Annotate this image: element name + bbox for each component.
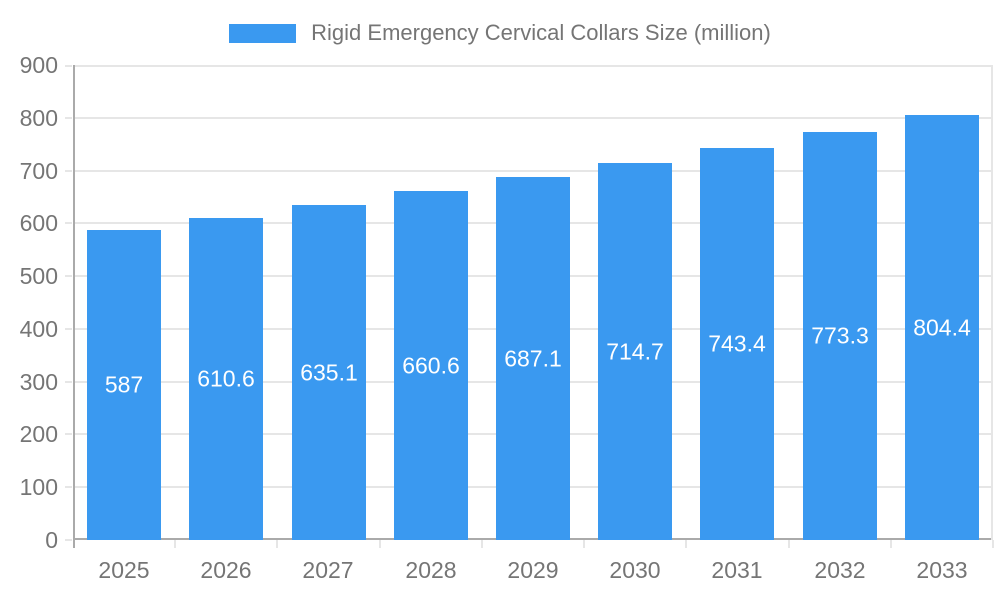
bar-2033[interactable]: 804.4 bbox=[905, 115, 979, 540]
y-axis-tick-label: 500 bbox=[19, 263, 58, 289]
bar-2028[interactable]: 660.6 bbox=[394, 191, 468, 540]
x-axis-tick-label: 2029 bbox=[507, 557, 559, 583]
y-axis-tick-label: 400 bbox=[19, 316, 58, 342]
y-axis-tick-label: 700 bbox=[19, 158, 58, 184]
bar-2029[interactable]: 687.1 bbox=[496, 177, 570, 540]
x-axis-tick bbox=[276, 540, 278, 548]
legend[interactable]: Rigid Emergency Cervical Collars Size (m… bbox=[0, 21, 1000, 45]
gridline bbox=[73, 170, 993, 172]
x-axis-tick-label: 2027 bbox=[302, 557, 354, 583]
bar-2032[interactable]: 773.3 bbox=[803, 132, 877, 540]
gridline bbox=[73, 65, 993, 67]
x-axis-tick bbox=[992, 540, 994, 548]
bar-value-label: 773.3 bbox=[811, 322, 869, 349]
bar-value-label: 587 bbox=[104, 371, 144, 398]
x-axis-tick-label: 2033 bbox=[916, 557, 968, 583]
y-axis-tick bbox=[65, 539, 72, 541]
x-axis-tick-label: 2030 bbox=[609, 557, 661, 583]
y-axis-line bbox=[73, 65, 75, 548]
y-axis-tick-label: 600 bbox=[19, 210, 58, 236]
gridline bbox=[73, 117, 993, 119]
y-axis-tick-label: 300 bbox=[19, 369, 58, 395]
x-axis-tick-label: 2031 bbox=[711, 557, 763, 583]
y-axis-tick-label: 100 bbox=[19, 474, 58, 500]
x-axis-tick-label: 2025 bbox=[98, 557, 150, 583]
bar-value-label: 714.7 bbox=[606, 338, 664, 364]
x-axis-tick-label: 2032 bbox=[814, 557, 866, 583]
y-axis-tick bbox=[65, 486, 72, 488]
bar-value-label: 660.6 bbox=[402, 352, 460, 378]
x-axis-tick bbox=[788, 540, 790, 548]
x-axis-tick bbox=[481, 540, 483, 548]
y-axis-tick bbox=[65, 328, 72, 330]
y-axis-tick bbox=[65, 170, 72, 172]
bar-2026[interactable]: 610.6 bbox=[189, 218, 263, 540]
plot-area: 587 610.6 635.1 660.6 687.1 714.7 743.4 773.3 80… bbox=[65, 65, 994, 548]
y-axis-tick bbox=[65, 381, 72, 383]
x-axis-tick bbox=[890, 540, 892, 548]
y-axis-tick bbox=[65, 222, 72, 224]
y-axis-labels: 0 100 200 300 400 500 600 700 800 900 bbox=[0, 52, 58, 553]
bar-2027[interactable]: 635.1 bbox=[292, 205, 366, 540]
bar-2030[interactable]: 714.7 bbox=[598, 163, 672, 540]
legend-series-label: Rigid Emergency Cervical Collars Size (m… bbox=[311, 20, 771, 45]
x-axis-tick-label: 2028 bbox=[405, 557, 457, 583]
bar-value-label: 610.6 bbox=[197, 365, 255, 392]
x-axis-tick bbox=[583, 540, 585, 548]
x-axis-tick-label: 2026 bbox=[200, 557, 252, 583]
y-axis-tick bbox=[65, 275, 72, 277]
legend-swatch bbox=[229, 23, 297, 43]
y-axis-tick bbox=[65, 433, 72, 435]
x-axis-tick bbox=[685, 540, 687, 548]
bar-2025[interactable]: 587 bbox=[87, 230, 161, 540]
y-axis-tick-label: 800 bbox=[19, 105, 58, 131]
y-axis-tick-label: 0 bbox=[45, 527, 58, 553]
y-axis-tick bbox=[65, 117, 72, 119]
x-axis-tick bbox=[174, 540, 176, 548]
y-axis-tick-label: 200 bbox=[19, 421, 58, 447]
bar-value-label: 743.4 bbox=[708, 330, 766, 357]
y-axis-tick-label: 900 bbox=[19, 52, 58, 78]
bar-value-label: 687.1 bbox=[504, 345, 562, 371]
bar-2031[interactable]: 743.4 bbox=[700, 148, 774, 540]
y-axis-tick bbox=[65, 65, 72, 67]
x-axis-tick bbox=[379, 540, 381, 548]
bar-value-label: 804.4 bbox=[913, 314, 971, 340]
bar-value-label: 635.1 bbox=[300, 359, 358, 385]
right-gridline bbox=[991, 65, 993, 540]
x-axis-labels: 2025 2026 2027 2028 2029 2030 2031 2032 2033 bbox=[73, 540, 993, 595]
